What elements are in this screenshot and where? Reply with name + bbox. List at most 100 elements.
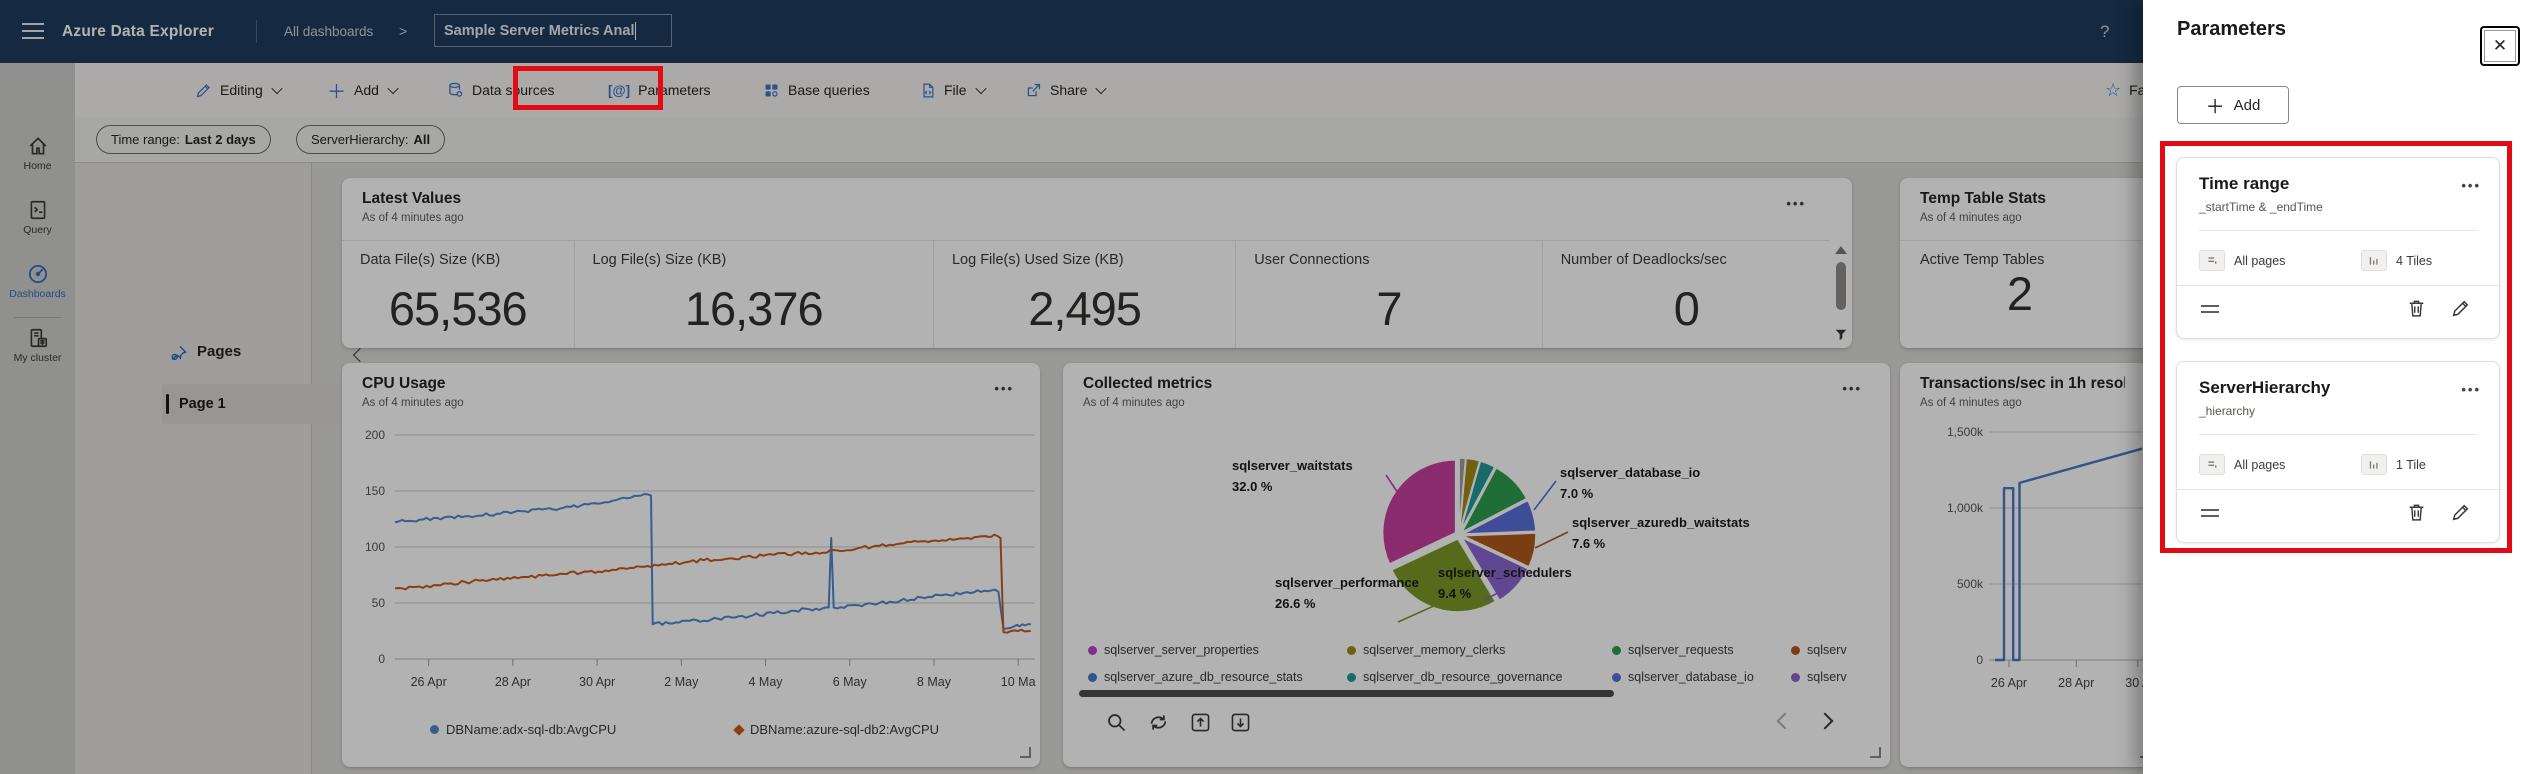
pie-legend-item[interactable]: sqlserver_memory_clerks (1347, 643, 1505, 657)
pages-panel-title: Pages (197, 343, 242, 360)
tile-kebab-menu[interactable]: ••• (1842, 381, 1862, 396)
refresh-icon[interactable] (1147, 711, 1170, 734)
edit-parameter-icon[interactable] (2450, 298, 2471, 319)
legend-item-adx-sql-db[interactable]: DBName:adx-sql-db:AvgCPU (430, 722, 616, 737)
move-down-icon[interactable] (1229, 711, 1252, 734)
card-kebab-menu[interactable]: ••• (2461, 382, 2481, 397)
tile-collected-metrics: Collected metrics As of 4 minutes ago ••… (1063, 363, 1890, 767)
tile-scrollbar[interactable] (1834, 244, 1848, 342)
breadcrumb[interactable]: All dashboards (284, 24, 374, 39)
parameter-card-server-hierarchy: ServerHierarchy _hierarchy ••• All pages… (2176, 361, 2500, 543)
svg-text:100: 100 (365, 540, 385, 554)
legend-item-azure-sql-db2[interactable]: DBName:azure-sql-db2:AvgCPU (733, 722, 939, 737)
move-up-icon[interactable] (1189, 711, 1212, 734)
edit-parameter-icon[interactable] (2450, 502, 2471, 523)
data-sources-button[interactable]: Data sources (447, 63, 554, 117)
pie-legend-item[interactable]: sqlserv (1791, 670, 1847, 684)
dashboards-icon (0, 263, 75, 285)
card-pages-meta: All pages (2199, 454, 2285, 475)
svg-text:7.0 %: 7.0 % (1560, 486, 1594, 501)
delete-parameter-icon[interactable] (2406, 502, 2427, 523)
svg-text:sqlserver_waitstats: sqlserver_waitstats (1232, 458, 1353, 473)
share-menu-button[interactable]: Share (1025, 63, 1108, 117)
scrollbar-thumb[interactable] (1836, 262, 1846, 310)
tile-temp-table-stats: Temp Table Stats As of 4 minutes ago Act… (1900, 178, 2160, 348)
sidebar-item-query[interactable]: Query (0, 199, 75, 236)
pie-legend-item[interactable]: sqlserv (1791, 643, 1847, 657)
add-menu-button[interactable]: ＋ Add (327, 63, 399, 117)
tile-kebab-menu[interactable]: ••• (1786, 196, 1806, 211)
editing-menu-button[interactable]: Editing (195, 63, 283, 117)
pie-legend-item[interactable]: sqlserver_database_io (1612, 670, 1754, 684)
pie-legend-item[interactable]: sqlserver_azure_db_resource_stats (1088, 670, 1303, 684)
help-icon[interactable]: ? (2100, 22, 2110, 41)
stat-user-connections: User Connections 7 (1235, 241, 1541, 348)
sidebar-item-home[interactable]: Home (0, 135, 75, 172)
dashboard-title-input[interactable]: Sample Server Metrics Anal (434, 14, 672, 47)
star-icon: ☆ (2105, 79, 2122, 100)
time-range-filter-chip[interactable]: Time range: Last 2 days (96, 125, 271, 154)
filter-bar: Time range: Last 2 days ServerHierarchy: A… (75, 117, 2537, 163)
tile-kebab-menu[interactable]: ••• (994, 381, 1014, 396)
scroll-up-arrow[interactable] (1835, 246, 1847, 254)
transactions-step-chart[interactable]: 0 500k 1,000k 1,500k 26 Apr 28 Apr 30 A (1915, 415, 2145, 715)
drag-handle[interactable] (2201, 509, 2219, 521)
cpu-usage-line-chart[interactable]: 0 50 100 150 200 26 Apr 28 Apr 30 Apr 2 May 4 May… (350, 415, 1040, 715)
svg-text:sqlserver_database_io: sqlserver_database_io (1560, 465, 1700, 480)
base-queries-button[interactable]: Base queries (763, 63, 870, 117)
stats-row: Data File(s) Size (KB) 65,536 Log File(s)… (342, 240, 1830, 348)
server-hierarchy-filter-chip[interactable]: ServerHierarchy: All (296, 125, 446, 154)
delete-parameter-icon[interactable] (2406, 298, 2427, 319)
selected-indicator (166, 394, 169, 414)
panel-title: Parameters (2177, 18, 2286, 40)
svg-text:8 May: 8 May (917, 675, 952, 689)
pie-legend-item[interactable]: sqlserver_requests (1612, 643, 1734, 657)
cluster-icon (0, 327, 75, 349)
svg-text:26.6 %: 26.6 % (1275, 596, 1316, 611)
text-caret (635, 21, 637, 40)
svg-text:200: 200 (365, 428, 385, 442)
sidebar-item-dashboards[interactable]: Dashboards (0, 263, 75, 300)
grid-icon (763, 82, 780, 99)
svg-text:2 May: 2 May (664, 675, 699, 689)
svg-text:30 A: 30 A (2125, 676, 2145, 690)
pin-icon[interactable] (169, 344, 188, 363)
pages-panel: Pages Page 1 ⋮ (75, 163, 368, 774)
tile-resize-handle[interactable] (1870, 747, 1881, 758)
collected-metrics-pie-chart[interactable]: sqlserver_waitstats 32.0 % sqlserver_datab… (1080, 415, 1880, 633)
parameters-button[interactable]: [@] Parameters (608, 82, 711, 98)
file-icon (920, 82, 936, 99)
close-panel-button[interactable]: ✕ (2480, 26, 2520, 66)
collapse-panel-icon[interactable] (352, 347, 368, 363)
svg-text:6 May: 6 May (833, 675, 868, 689)
legend-horizontal-scrollbar[interactable] (1079, 690, 1614, 697)
svg-text:150: 150 (365, 484, 385, 498)
page-previous-icon[interactable] (1776, 712, 1794, 730)
pie-legend-item[interactable]: sqlserver_server_properties (1088, 643, 1259, 657)
stat-data-file-size: Data File(s) Size (KB) 65,536 (360, 252, 528, 335)
stat-log-file-used-size: Log File(s) Used Size (KB) 2,495 (932, 241, 1235, 348)
svg-text:0: 0 (1976, 653, 1983, 667)
tiles-chart-icon (2361, 250, 2387, 271)
tiles-chart-icon (2361, 454, 2387, 475)
pie-legend-item[interactable]: sqlserver_db_resource_governance (1347, 670, 1562, 684)
page-next-icon[interactable] (1816, 712, 1834, 730)
hamburger-menu-icon[interactable] (22, 23, 44, 39)
card-divider (2199, 230, 2477, 231)
close-icon: ✕ (2492, 36, 2508, 55)
card-kebab-menu[interactable]: ••• (2461, 178, 2481, 193)
database-icon (447, 82, 464, 99)
file-menu-button[interactable]: File (920, 63, 987, 117)
rail-divider (14, 317, 61, 318)
page-list-item[interactable]: Page 1 ⋮ (162, 384, 363, 424)
svg-text:10 Ma: 10 Ma (1001, 675, 1036, 689)
tile-resize-handle[interactable] (1020, 747, 1031, 758)
sidebar-item-my-cluster[interactable]: My cluster (0, 327, 75, 364)
plus-icon: ＋ (327, 81, 347, 103)
card-tiles-meta: 1 Tile (2361, 454, 2426, 475)
search-icon[interactable] (1105, 711, 1128, 734)
plus-icon: ＋ (2205, 96, 2225, 118)
drag-handle[interactable] (2201, 305, 2219, 317)
add-parameter-button[interactable]: ＋ Add (2177, 86, 2289, 124)
